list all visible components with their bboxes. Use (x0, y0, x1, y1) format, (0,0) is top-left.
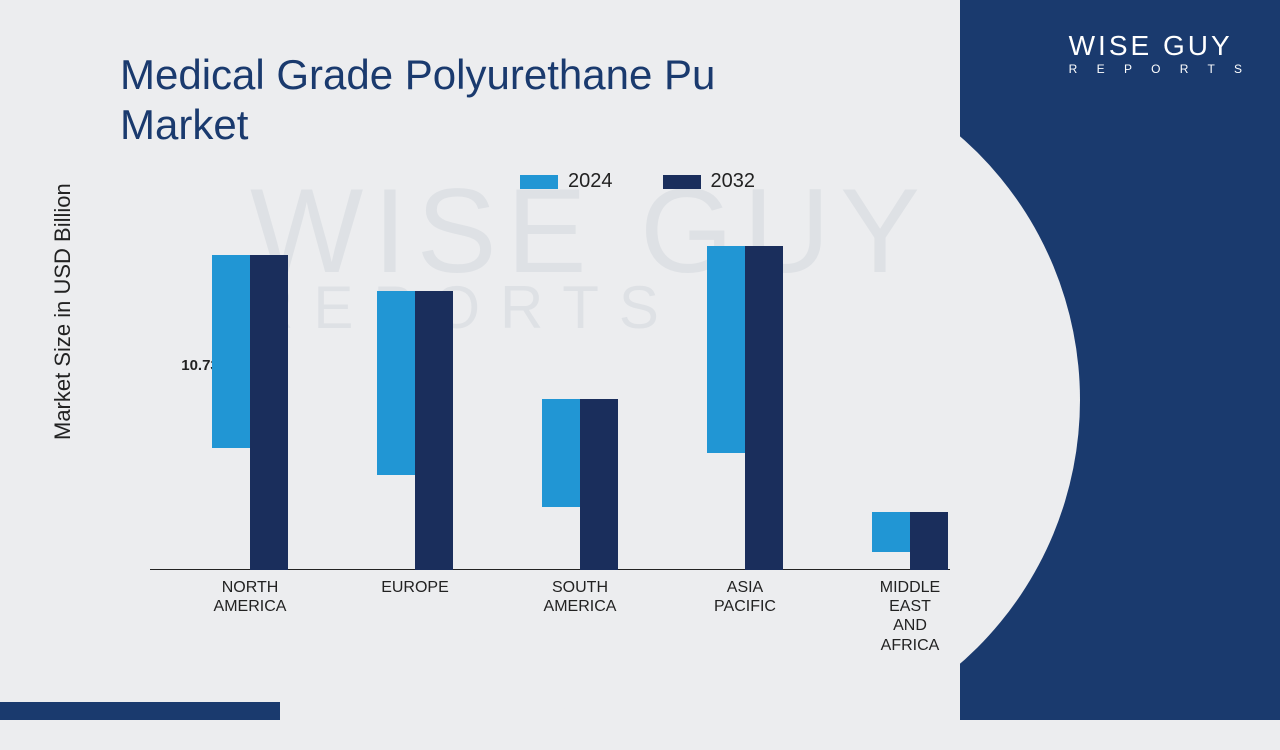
bar-group (200, 255, 300, 570)
bar-group (530, 399, 630, 570)
legend-label-2032: 2032 (711, 170, 756, 193)
bar (250, 255, 288, 570)
legend-label-2024: 2024 (568, 170, 613, 193)
bar-group (365, 291, 465, 570)
x-label: EUROPE (365, 578, 465, 597)
legend-swatch-2024 (520, 175, 558, 189)
plot-area: 10.73 (150, 210, 950, 570)
bar (542, 399, 580, 507)
bar (580, 399, 618, 570)
bar (872, 512, 910, 552)
legend-swatch-2032 (663, 175, 701, 189)
bar (910, 512, 948, 570)
bar (415, 291, 453, 570)
bar-group (695, 246, 795, 570)
logo-main: WISE GUY (1069, 30, 1233, 61)
x-label: SOUTHAMERICA (530, 578, 630, 616)
footer-accent (0, 702, 280, 720)
x-label: ASIAPACIFIC (695, 578, 795, 616)
bar-chart: Market Size in USD Billion 2024 2032 10.… (60, 160, 960, 680)
legend-item-2032: 2032 (663, 170, 756, 193)
x-label: MIDDLEEASTANDAFRICA (860, 578, 960, 655)
bar (707, 246, 745, 453)
legend: 2024 2032 (520, 170, 755, 193)
page-title: Medical Grade Polyurethane Pu Market (120, 50, 820, 151)
bar (212, 255, 250, 448)
bar-group (860, 512, 960, 570)
bar (745, 246, 783, 570)
x-label: NORTHAMERICA (200, 578, 300, 616)
legend-item-2024: 2024 (520, 170, 613, 193)
y-axis-label: Market Size in USD Billion (50, 183, 76, 440)
brand-logo: WISE GUY R E P O R T S (1069, 30, 1250, 76)
logo-sub: R E P O R T S (1069, 62, 1250, 76)
bar (377, 291, 415, 475)
